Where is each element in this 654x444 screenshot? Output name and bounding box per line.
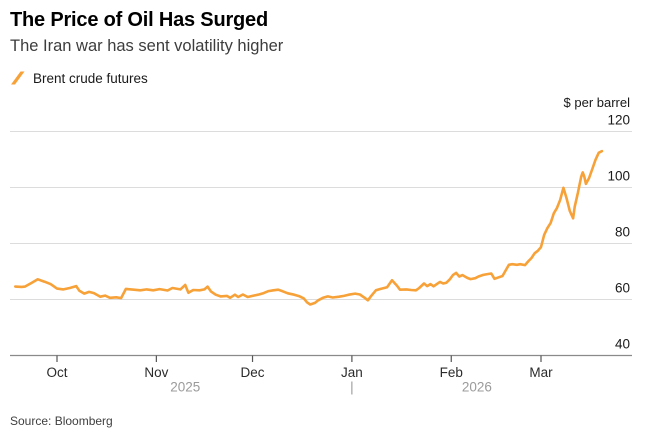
chart-title: The Price of Oil Has Surged	[10, 9, 268, 31]
y-axis-unit-label: $ per barrel	[564, 95, 631, 110]
y-tick-label: 40	[615, 337, 630, 352]
y-tick-label: 80	[615, 225, 630, 240]
year-label: 2025	[170, 380, 200, 395]
legend: Brent crude futures	[10, 70, 148, 86]
legend-label: Brent crude futures	[33, 70, 148, 86]
y-tick-label: 60	[615, 281, 630, 296]
x-tick-label: Nov	[144, 365, 168, 380]
year-label: 2026	[462, 380, 492, 395]
x-tick-label: Mar	[529, 365, 553, 380]
chart-subtitle: The Iran war has sent volatility higher	[10, 37, 284, 55]
year-divider: |	[350, 380, 354, 395]
x-tick-label: Dec	[241, 365, 265, 380]
x-tick-label: Oct	[46, 365, 67, 380]
x-tick-label: Jan	[341, 365, 363, 380]
series-line-brent	[14, 149, 604, 306]
y-tick-label: 120	[607, 113, 630, 128]
line-series-slash-icon	[11, 71, 25, 85]
source-text: Source: Bloomberg	[10, 414, 113, 428]
x-tick-label: Feb	[440, 365, 463, 380]
y-tick-label: 100	[607, 169, 630, 184]
price-chart-svg: $ per barrel 120 100 80 60 40 Oct Nov Dec Jan Feb M…	[10, 95, 632, 395]
